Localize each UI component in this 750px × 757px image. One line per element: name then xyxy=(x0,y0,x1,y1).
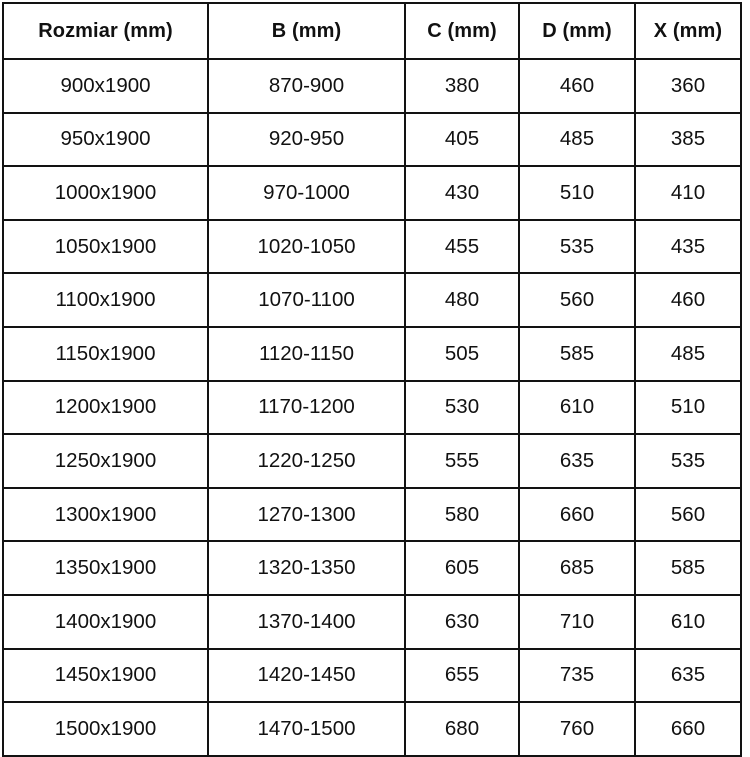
cell-b: 1070-1100 xyxy=(207,272,406,328)
cell-b: 1270-1300 xyxy=(207,486,406,543)
cell-b: 920-950 xyxy=(207,111,406,168)
table-row: 1200x1900 1170-1200 530 610 510 xyxy=(2,379,742,436)
cell-b: 1320-1350 xyxy=(207,540,406,596)
table-row: 1050x1900 1020-1050 455 535 435 xyxy=(2,218,742,275)
table-row: 1300x1900 1270-1300 580 660 560 xyxy=(2,486,742,543)
cell-c: 580 xyxy=(404,486,520,543)
cell-x: 660 xyxy=(634,701,742,757)
cell-d: 710 xyxy=(518,593,636,650)
cell-x: 585 xyxy=(634,540,742,596)
cell-c: 405 xyxy=(404,111,520,168)
cell-d: 685 xyxy=(518,540,636,596)
cell-c: 680 xyxy=(404,701,520,757)
table-row: 1450x1900 1420-1450 655 735 635 xyxy=(2,647,742,704)
cell-x: 510 xyxy=(634,379,742,436)
cell-size: 1050x1900 xyxy=(2,218,209,275)
cell-size: 900x1900 xyxy=(2,58,209,114)
cell-size: 1500x1900 xyxy=(2,701,209,757)
cell-c: 480 xyxy=(404,272,520,328)
table-header-row: Rozmiar (mm) B (mm) C (mm) D (mm) X (mm) xyxy=(2,2,742,60)
cell-x: 385 xyxy=(634,111,742,168)
table-row: 1000x1900 970-1000 430 510 410 xyxy=(2,165,742,221)
cell-size: 1400x1900 xyxy=(2,593,209,650)
column-header-d: D (mm) xyxy=(518,2,636,60)
cell-c: 555 xyxy=(404,433,520,489)
cell-x: 535 xyxy=(634,433,742,489)
cell-b: 1120-1150 xyxy=(207,325,406,382)
table-body: 900x1900 870-900 380 460 360 950x1900 92… xyxy=(2,58,742,757)
cell-b: 1170-1200 xyxy=(207,379,406,436)
cell-x: 360 xyxy=(634,58,742,114)
table-row: 900x1900 870-900 380 460 360 xyxy=(2,58,742,114)
cell-x: 560 xyxy=(634,486,742,543)
cell-d: 610 xyxy=(518,379,636,436)
table-row: 1400x1900 1370-1400 630 710 610 xyxy=(2,593,742,650)
column-header-x: X (mm) xyxy=(634,2,742,60)
cell-c: 455 xyxy=(404,218,520,275)
cell-c: 655 xyxy=(404,647,520,704)
cell-c: 505 xyxy=(404,325,520,382)
cell-x: 460 xyxy=(634,272,742,328)
table-row: 1250x1900 1220-1250 555 635 535 xyxy=(2,433,742,489)
cell-b: 1220-1250 xyxy=(207,433,406,489)
cell-d: 635 xyxy=(518,433,636,489)
cell-c: 605 xyxy=(404,540,520,596)
cell-x: 485 xyxy=(634,325,742,382)
cell-x: 635 xyxy=(634,647,742,704)
column-header-c: C (mm) xyxy=(404,2,520,60)
table-row: 950x1900 920-950 405 485 385 xyxy=(2,111,742,168)
cell-size: 1300x1900 xyxy=(2,486,209,543)
cell-d: 760 xyxy=(518,701,636,757)
cell-size: 1000x1900 xyxy=(2,165,209,221)
cell-b: 970-1000 xyxy=(207,165,406,221)
cell-size: 1450x1900 xyxy=(2,647,209,704)
cell-c: 630 xyxy=(404,593,520,650)
cell-b: 1370-1400 xyxy=(207,593,406,650)
cell-size: 950x1900 xyxy=(2,111,209,168)
cell-b: 870-900 xyxy=(207,58,406,114)
cell-size: 1100x1900 xyxy=(2,272,209,328)
table-header: Rozmiar (mm) B (mm) C (mm) D (mm) X (mm) xyxy=(2,2,742,60)
cell-d: 585 xyxy=(518,325,636,382)
cell-x: 610 xyxy=(634,593,742,650)
table-row: 1350x1900 1320-1350 605 685 585 xyxy=(2,540,742,596)
cell-d: 510 xyxy=(518,165,636,221)
cell-d: 560 xyxy=(518,272,636,328)
cell-c: 430 xyxy=(404,165,520,221)
table-row: 1100x1900 1070-1100 480 560 460 xyxy=(2,272,742,328)
cell-x: 435 xyxy=(634,218,742,275)
cell-b: 1420-1450 xyxy=(207,647,406,704)
cell-b: 1020-1050 xyxy=(207,218,406,275)
column-header-b: B (mm) xyxy=(207,2,406,60)
cell-size: 1250x1900 xyxy=(2,433,209,489)
cell-d: 735 xyxy=(518,647,636,704)
cell-b: 1470-1500 xyxy=(207,701,406,757)
cell-size: 1350x1900 xyxy=(2,540,209,596)
column-header-rozmiar: Rozmiar (mm) xyxy=(2,2,209,60)
cell-size: 1200x1900 xyxy=(2,379,209,436)
table-row: 1500x1900 1470-1500 680 760 660 xyxy=(2,701,742,757)
cell-c: 530 xyxy=(404,379,520,436)
cell-d: 460 xyxy=(518,58,636,114)
table-row: 1150x1900 1120-1150 505 585 485 xyxy=(2,325,742,382)
cell-d: 535 xyxy=(518,218,636,275)
cell-d: 660 xyxy=(518,486,636,543)
cell-size: 1150x1900 xyxy=(2,325,209,382)
cell-c: 380 xyxy=(404,58,520,114)
cell-x: 410 xyxy=(634,165,742,221)
cell-d: 485 xyxy=(518,111,636,168)
